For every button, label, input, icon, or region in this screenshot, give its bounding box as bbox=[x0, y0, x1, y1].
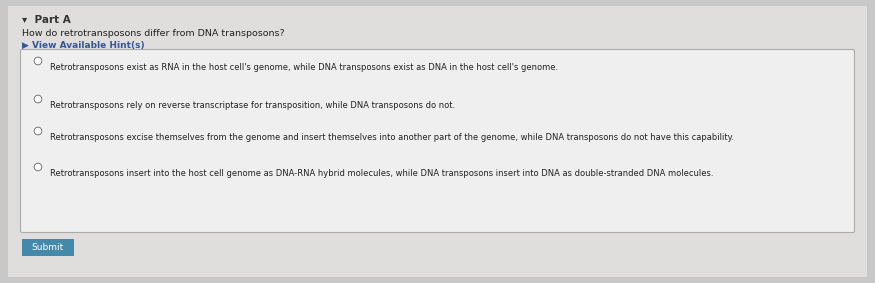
Text: Retrotransposons rely on reverse transcriptase for transposition, while DNA tran: Retrotransposons rely on reverse transcr… bbox=[50, 101, 455, 110]
Text: Retrotransposons excise themselves from the genome and insert themselves into an: Retrotransposons excise themselves from … bbox=[50, 133, 734, 142]
Circle shape bbox=[34, 163, 42, 171]
Text: ▶ View Available Hint(s): ▶ View Available Hint(s) bbox=[22, 41, 144, 50]
Circle shape bbox=[34, 127, 42, 135]
Circle shape bbox=[34, 95, 42, 103]
Circle shape bbox=[34, 57, 42, 65]
Text: ▾  Part A: ▾ Part A bbox=[22, 15, 71, 25]
FancyBboxPatch shape bbox=[20, 50, 855, 233]
Text: How do retrotransposons differ from DNA transposons?: How do retrotransposons differ from DNA … bbox=[22, 29, 284, 38]
Text: Submit: Submit bbox=[31, 243, 64, 252]
FancyBboxPatch shape bbox=[22, 239, 74, 256]
Text: Retrotransposons exist as RNA in the host cell's genome, while DNA transposons e: Retrotransposons exist as RNA in the hos… bbox=[50, 63, 558, 72]
Text: Retrotransposons insert into the host cell genome as DNA-RNA hybrid molecules, w: Retrotransposons insert into the host ce… bbox=[50, 169, 713, 178]
